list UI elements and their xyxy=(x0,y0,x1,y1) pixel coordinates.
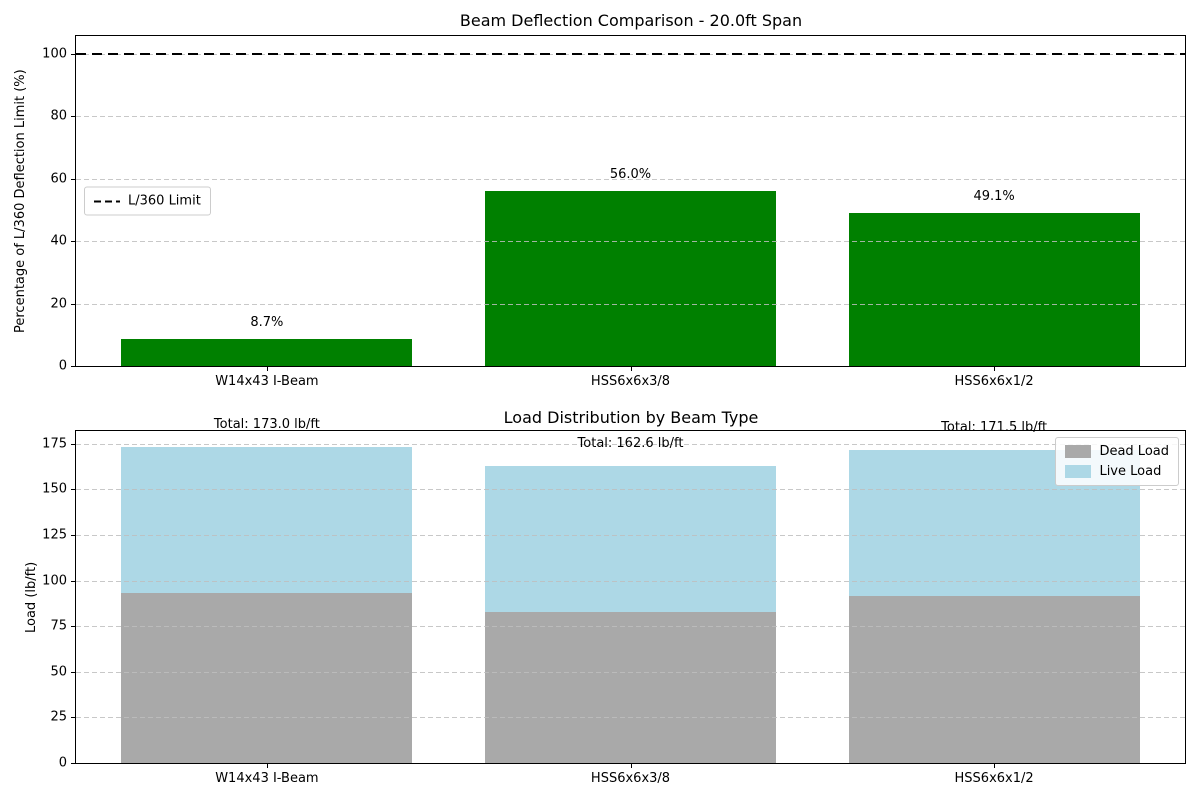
live-load-bar-segment xyxy=(485,466,776,613)
dashed-line-swatch xyxy=(94,200,120,202)
load-plot-area: Dead Load Live Load 0 25 50 75 100 125 150 175 W… xyxy=(42,417,1186,786)
total-load-label: Total: 173.0 lb/ft xyxy=(213,417,320,433)
x-tick-mark xyxy=(266,367,268,371)
x-tick-mark xyxy=(994,764,996,768)
y-tick-label: 125 xyxy=(42,527,67,543)
y-tick-label: 100 xyxy=(42,573,67,589)
y-tick-label: 150 xyxy=(42,481,67,497)
y-tick-mark xyxy=(71,443,75,445)
legend-entry: Dead Load xyxy=(1065,444,1169,459)
load-chart-title: Load Distribution by Beam Type xyxy=(503,408,759,427)
live-load-bar-segment xyxy=(121,447,413,594)
deflection-percentage-label: 8.7% xyxy=(250,314,284,330)
x-tick-label: W14x43 I-Beam xyxy=(215,374,319,389)
load-y-axis-label: Load (lb/ft) xyxy=(24,561,39,633)
y-tick-label: 80 xyxy=(50,108,67,124)
y-tick-mark xyxy=(71,116,75,118)
deflection-plot-area: L/360 Limit 0 20 40 60 80 100 W14x43 I-Beam 8.7… xyxy=(42,35,1186,389)
x-tick-mark xyxy=(994,367,996,371)
gridline xyxy=(76,534,1185,536)
y-tick-label: 75 xyxy=(50,618,67,634)
y-tick-mark xyxy=(71,241,75,243)
dead-load-bar-segment xyxy=(485,612,776,763)
y-tick-mark xyxy=(71,366,75,367)
y-tick-mark xyxy=(71,178,75,180)
gridline xyxy=(76,580,1185,582)
x-tick-label: HSS6x6x1/2 xyxy=(954,771,1034,786)
y-tick-mark xyxy=(71,303,75,305)
gridline xyxy=(76,116,1185,118)
y-tick-label: 20 xyxy=(50,296,67,312)
dead-load-swatch xyxy=(1065,445,1092,458)
x-tick-label: W14x43 I-Beam xyxy=(215,771,319,786)
dead-load-bar-segment xyxy=(848,596,1140,763)
y-tick-label: 100 xyxy=(42,46,67,62)
x-tick-label: HSS6x6x1/2 xyxy=(954,374,1034,389)
y-tick-mark xyxy=(71,53,75,55)
legend-entry: Live Load xyxy=(1065,464,1169,479)
deflection-legend: L/360 Limit xyxy=(84,186,211,216)
gridline xyxy=(76,671,1185,673)
y-tick-mark xyxy=(71,580,75,582)
y-tick-label: 60 xyxy=(50,171,67,187)
y-tick-label: 50 xyxy=(50,664,67,680)
l360-limit-line xyxy=(76,52,1185,55)
deflection-bar xyxy=(121,338,413,366)
total-load-label: Total: 162.6 lb/ft xyxy=(577,436,684,452)
live-load-swatch xyxy=(1065,465,1092,478)
y-tick-mark xyxy=(71,489,75,491)
gridline xyxy=(76,717,1185,719)
x-tick-mark xyxy=(630,764,632,768)
gridline xyxy=(76,626,1185,628)
deflection-percentage-label: 49.1% xyxy=(973,188,1015,204)
x-tick-label: HSS6x6x3/8 xyxy=(590,771,671,786)
deflection-y-axis-label: Percentage of L/360 Deflection Limit (%) xyxy=(13,69,28,333)
x-tick-label: HSS6x6x3/8 xyxy=(590,374,671,389)
gridline xyxy=(76,489,1185,491)
deflection-chart-title: Beam Deflection Comparison - 20.0ft Span xyxy=(459,11,803,30)
deflection-bar xyxy=(485,191,776,366)
y-tick-mark xyxy=(71,717,75,719)
y-tick-mark xyxy=(71,534,75,536)
y-tick-mark xyxy=(71,763,75,764)
load-legend: Dead Load Live Load xyxy=(1055,437,1179,486)
deflection-percentage-label: 56.0% xyxy=(609,167,652,183)
x-tick-mark xyxy=(630,367,632,371)
legend-label: Live Load xyxy=(1099,464,1162,479)
y-tick-label: 0 xyxy=(58,755,67,771)
legend-label: Dead Load xyxy=(1099,444,1169,459)
y-tick-mark xyxy=(71,626,75,628)
gridline xyxy=(76,241,1185,243)
y-tick-label: 40 xyxy=(50,233,67,249)
y-tick-label: 0 xyxy=(58,358,67,374)
gridline xyxy=(76,303,1185,305)
legend-label: L/360 Limit xyxy=(128,193,201,209)
gridline xyxy=(76,178,1185,180)
y-tick-mark xyxy=(71,671,75,673)
deflection-bar xyxy=(848,212,1140,366)
x-tick-mark xyxy=(266,764,268,768)
y-tick-label: 25 xyxy=(50,709,67,725)
gridline xyxy=(76,443,1185,445)
legend-entry: L/360 Limit xyxy=(94,194,201,209)
dead-load-bar-segment xyxy=(121,593,413,763)
total-load-label: Total: 171.5 lb/ft xyxy=(941,420,1048,436)
y-tick-label: 175 xyxy=(42,436,67,452)
